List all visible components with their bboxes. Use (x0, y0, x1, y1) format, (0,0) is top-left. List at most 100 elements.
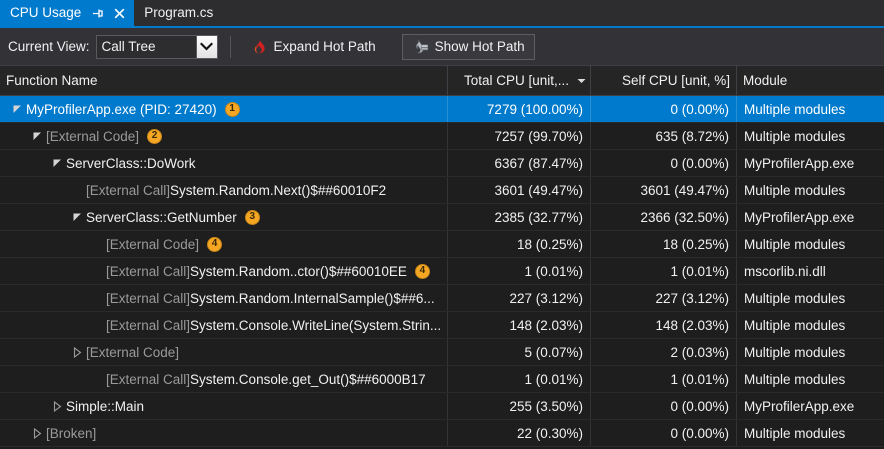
cell-module: Multiple modules (744, 182, 846, 198)
table-row[interactable]: [External Call] System.Random.Next()$##6… (0, 177, 884, 204)
expand-triangle-right-icon[interactable] (68, 339, 86, 365)
column-header-total-cpu[interactable]: Total CPU [unit,... (448, 66, 591, 95)
column-header-self-cpu[interactable]: Self CPU [unit, %] (591, 66, 737, 95)
table-row[interactable]: [External Code] 2 7257 (99.70%) 635 (8.72%)… (0, 123, 884, 150)
function-name-value: ServerClass::GetNumber (86, 209, 237, 225)
cell-total-cpu: 255 (3.50%) (448, 393, 591, 419)
cell-function-name: ServerClass::GetNumber 3 (0, 204, 448, 230)
table-row[interactable]: ServerClass::DoWork 6367 (87.47%) 0 (0.00%… (0, 150, 884, 177)
function-name-value: System.Random.Next()$##60010F2 (170, 182, 387, 198)
cell-module: Multiple modules (744, 317, 846, 333)
cell-self-cpu: 0 (0.00%) (591, 150, 737, 176)
function-name-value: [External Code] (86, 344, 180, 360)
function-name-text: [External Call] System.Console.get_Out()… (106, 372, 426, 387)
flame-outline-icon (412, 38, 429, 55)
expand-hot-path-label: Expand Hot Path (273, 39, 376, 54)
expand-triangle-down-icon[interactable] (68, 204, 86, 230)
toolbar-separator (229, 35, 231, 58)
cell-function-name: [External Call] System.Console.WriteLine… (0, 312, 448, 338)
cell-total-cpu: 1 (0.01%) (448, 366, 591, 392)
expand-triangle-down-icon[interactable] (28, 123, 46, 149)
cell-function-name: [External Call] System.Random..ctor()$##… (0, 258, 448, 284)
function-name-prefix: [External Call] (106, 371, 191, 387)
cell-function-name: [External Call] System.Random.InternalSa… (0, 285, 448, 311)
twisty-spacer (68, 177, 86, 203)
table-row[interactable]: [External Call] System.Console.get_Out()… (0, 366, 884, 393)
function-name-content: [External Call] System.Random.Next()$##6… (0, 177, 447, 203)
expand-triangle-right-icon[interactable] (28, 420, 46, 446)
function-name-text: Simple::Main (66, 399, 144, 414)
column-header-self-cpu-label: Self CPU [unit, %] (621, 73, 730, 88)
table-row[interactable]: [External Call] System.Random..ctor()$##… (0, 258, 884, 285)
function-name-content: [Broken] (0, 420, 447, 446)
tab-program-cs-label: Program.cs (144, 5, 214, 21)
flame-icon (251, 38, 268, 55)
function-name-value: System.Console.get_Out()$##6000B17 (190, 371, 426, 387)
tab-cpu-usage-icons (91, 7, 126, 20)
column-header-module[interactable]: Module (737, 66, 884, 95)
cell-total-cpu: 7257 (99.70%) (448, 123, 591, 149)
hot-path-badge: 4 (414, 263, 430, 279)
cell-module: mscorlib.ni.dll (744, 263, 826, 279)
column-header-function-name[interactable]: Function Name (0, 66, 448, 95)
function-name-value: [External Code] (46, 128, 140, 144)
cell-function-name: Simple::Main (0, 393, 448, 419)
tab-program-cs[interactable]: Program.cs (134, 0, 222, 26)
twisty-spacer (88, 231, 106, 257)
cell-module: MyProfilerApp.exe (744, 209, 855, 225)
function-name-text: [External Call] System.Console.WriteLine… (106, 318, 441, 333)
function-name-prefix: [External Call] (86, 182, 171, 198)
expand-triangle-right-icon[interactable] (48, 393, 66, 419)
current-view-select[interactable]: Call Tree (95, 34, 218, 59)
table-row[interactable]: [External Code] 4 18 (0.25%) 18 (0.25%) Mult… (0, 231, 884, 258)
grid-rows: MyProfilerApp.exe (PID: 27420) 1 7279 (100… (0, 96, 884, 449)
table-row[interactable]: ServerClass::GetNumber 3 2385 (32.77%) 2366… (0, 204, 884, 231)
cell-function-name: [External Call] System.Random.Next()$##6… (0, 177, 448, 203)
tab-cpu-usage[interactable]: CPU Usage (0, 0, 135, 26)
tab-cpu-usage-label: CPU Usage (10, 5, 82, 21)
cell-total-cpu: 227 (3.12%) (448, 285, 591, 311)
function-name-content: [External Call] System.Random..ctor()$##… (0, 258, 447, 284)
table-row[interactable]: [External Call] System.Random.InternalSa… (0, 285, 884, 312)
function-name-value: ServerClass::DoWork (66, 155, 196, 171)
function-name-text: [External Code] (86, 345, 179, 360)
table-row[interactable]: Simple::Main 255 (3.50%) 0 (0.00%) MyProfil… (0, 393, 884, 420)
function-name-text: [External Code] 2 (46, 128, 163, 144)
function-name-text: [External Call] System.Random..ctor()$##… (106, 263, 430, 279)
cell-total-cpu: 2385 (32.77%) (448, 204, 591, 230)
function-name-content: [External Code] 4 (0, 231, 447, 257)
expand-triangle-down-icon[interactable] (8, 96, 26, 122)
cell-self-cpu: 0 (0.00%) (591, 420, 737, 446)
expand-hot-path-button[interactable]: Expand Hot Path (241, 34, 386, 60)
cell-self-cpu: 227 (3.12%) (591, 285, 737, 311)
cell-module: Multiple modules (744, 101, 846, 117)
hot-path-badge: 2 (147, 128, 163, 144)
cell-function-name: [External Code] (0, 339, 448, 365)
cell-function-name: ServerClass::DoWork (0, 150, 448, 176)
cell-total-cpu: 18 (0.25%) (448, 231, 591, 257)
cell-function-name: [External Code] 4 (0, 231, 448, 257)
function-name-content: Simple::Main (0, 393, 447, 419)
current-view-value: Call Tree (101, 39, 156, 54)
table-row[interactable]: [External Call] System.Console.WriteLine… (0, 312, 884, 339)
cell-function-name: [External Code] 2 (0, 123, 448, 149)
expand-triangle-down-icon[interactable] (48, 150, 66, 176)
table-row[interactable]: [Broken] 22 (0.30%) 0 (0.00%) Multiple modu… (0, 420, 884, 447)
chevron-down-icon[interactable] (195, 35, 217, 58)
cell-self-cpu: 635 (8.72%) (591, 123, 737, 149)
function-name-content: [External Call] System.Console.WriteLine… (0, 312, 447, 338)
column-header-module-label: Module (743, 73, 788, 88)
cell-module: Multiple modules (744, 344, 846, 360)
function-name-content: ServerClass::DoWork (0, 150, 447, 176)
close-icon[interactable] (113, 7, 126, 20)
column-header-total-cpu-label: Total CPU [unit,... (463, 73, 569, 88)
table-row[interactable]: [External Code] 5 (0.07%) 2 (0.03%) Multipl… (0, 339, 884, 366)
function-name-content: [External Call] System.Console.get_Out()… (0, 366, 447, 392)
twisty-spacer (88, 285, 106, 311)
function-name-content: MyProfilerApp.exe (PID: 27420) 1 (0, 96, 447, 122)
show-hot-path-button[interactable]: Show Hot Path (401, 33, 535, 60)
cell-self-cpu: 0 (0.00%) (591, 393, 737, 419)
pin-icon[interactable] (91, 7, 104, 20)
table-row[interactable]: MyProfilerApp.exe (PID: 27420) 1 7279 (100… (0, 96, 884, 123)
